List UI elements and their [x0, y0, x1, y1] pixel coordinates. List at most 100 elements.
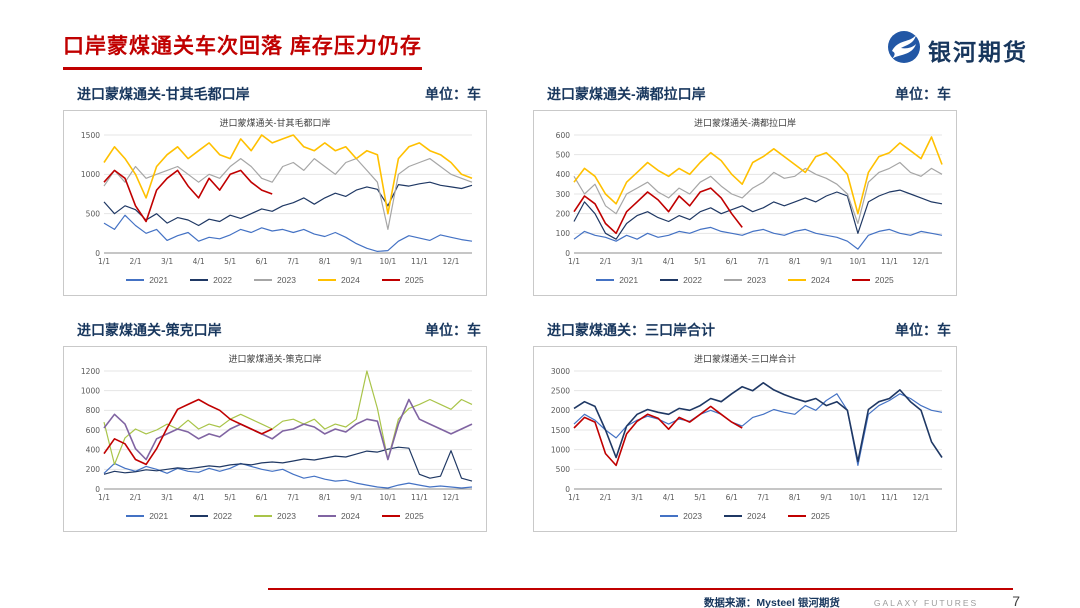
- legend-item-2025: 2025: [851, 275, 894, 285]
- chart-panel-mandula: 进口蒙煤通关-满都拉口岸 单位：车 进口蒙煤通关-满都拉口岸 0 100 200 300…: [533, 84, 957, 296]
- svg-text:11/1: 11/1: [411, 493, 428, 502]
- svg-text:1200: 1200: [81, 367, 100, 376]
- svg-text:4/1: 4/1: [193, 493, 205, 502]
- legend-item-2021: 2021: [126, 511, 168, 521]
- svg-text:5/1: 5/1: [694, 257, 706, 266]
- svg-text:6/1: 6/1: [726, 257, 738, 266]
- svg-text:8/1: 8/1: [789, 493, 801, 502]
- chart-panel-three-ports-total: 进口蒙煤通关：三口岸合计 单位：车 进口蒙煤通关-三口岸合计 0 500 1000 15…: [533, 320, 957, 532]
- panel-header: 进口蒙煤通关-甘其毛都口岸 单位：车: [63, 84, 487, 110]
- legend-label: 2024: [810, 275, 830, 285]
- chart-svg: 0 100 200 300 400 500 600 1/1 2/1 3/1 4/1 5/1 6/1 7/1…: [556, 131, 943, 266]
- data-source-text: 数据来源：Mysteel 银河期货: [703, 597, 840, 608]
- svg-text:600: 600: [86, 426, 101, 435]
- svg-text:4/1: 4/1: [663, 493, 675, 502]
- svg-text:1/1: 1/1: [568, 257, 580, 266]
- legend-swatch: [787, 515, 806, 517]
- chart-legend: 2021 2022 2023 2024 2025: [68, 511, 482, 521]
- svg-text:5/1: 5/1: [224, 257, 236, 266]
- svg-text:500: 500: [556, 465, 571, 474]
- svg-text:3/1: 3/1: [631, 493, 643, 502]
- chart-svg: 0 500 1000 1500 2000 2500 3000 1/1 2/1 3/1 4/1 5/1 6…: [551, 367, 943, 502]
- svg-text:300: 300: [556, 190, 571, 199]
- footer-divider: [268, 588, 1013, 590]
- series-line-2025: [103, 169, 273, 223]
- svg-text:11/1: 11/1: [411, 257, 428, 266]
- svg-text:10/1: 10/1: [849, 257, 866, 266]
- chart-legend: 2021 2022 2023 2024 2025: [538, 275, 952, 285]
- svg-text:0: 0: [565, 249, 570, 258]
- chart-inner-title: 进口蒙煤通关-策克口岸: [228, 354, 322, 364]
- series-line-2022: [103, 446, 473, 482]
- series-line-2024: [573, 382, 943, 463]
- chart-inner-title: 进口蒙煤通关-三口岸合计: [694, 354, 796, 364]
- legend-item-2025: 2025: [381, 275, 424, 285]
- svg-text:1/1: 1/1: [568, 493, 580, 502]
- logo-text: 银河期货: [928, 38, 1028, 65]
- legend-label: 2022: [683, 275, 703, 285]
- legend-swatch: [254, 515, 273, 517]
- svg-text:7/1: 7/1: [287, 257, 299, 266]
- legend-label: 2025: [404, 275, 424, 285]
- svg-text:2000: 2000: [551, 406, 570, 415]
- svg-text:1500: 1500: [81, 131, 100, 140]
- legend-label: 2023: [747, 275, 766, 285]
- series-line-2025: [103, 398, 273, 466]
- svg-text:2/1: 2/1: [130, 257, 142, 266]
- legend-item-2024: 2024: [317, 511, 360, 521]
- svg-text:11/1: 11/1: [881, 257, 898, 266]
- legend-label: 2022: [213, 275, 233, 285]
- series-line-2023: [103, 158, 473, 230]
- page-number: 7: [1012, 593, 1020, 608]
- legend-label: 2025: [810, 511, 830, 521]
- legend-label: 2021: [149, 511, 169, 521]
- charts-grid: 进口蒙煤通关-甘其毛都口岸 单位：车 进口蒙煤通关-甘其毛都口岸 0 500 1000…: [63, 84, 957, 532]
- svg-text:7/1: 7/1: [757, 493, 769, 502]
- series-line-2024: [573, 136, 943, 215]
- svg-text:10/1: 10/1: [379, 493, 396, 502]
- svg-text:9/1: 9/1: [820, 493, 832, 502]
- legend-swatch: [126, 279, 145, 281]
- legend-swatch: [190, 279, 209, 281]
- svg-text:10/1: 10/1: [379, 257, 396, 266]
- legend-label: 2023: [683, 511, 703, 521]
- chart-svg: 0 200 400 600 800 1000 1200 1/1 2/1 3/1 4/1 5/1 6/1 7…: [81, 367, 473, 502]
- legend-label: 2023: [277, 511, 296, 521]
- series-line-2023: [573, 161, 943, 225]
- chart-inner-title: 进口蒙煤通关-甘其毛都口岸: [219, 118, 331, 128]
- legend-item-2022: 2022: [190, 511, 232, 521]
- brand-text: GALAXY FUTURES: [873, 598, 979, 608]
- legend-label: 2022: [213, 511, 233, 521]
- svg-text:500: 500: [556, 150, 571, 159]
- legend-swatch: [596, 279, 615, 281]
- svg-text:600: 600: [556, 131, 571, 140]
- chart-mandula: 进口蒙煤通关-满都拉口岸 0 100 200 300 400 500 600 1/1 2/1 3/1…: [533, 110, 957, 296]
- panel-title: 进口蒙煤通关-满都拉口岸: [547, 86, 706, 102]
- svg-text:10/1: 10/1: [849, 493, 866, 502]
- svg-text:2/1: 2/1: [600, 493, 612, 502]
- legend-item-2023: 2023: [724, 275, 766, 285]
- svg-text:2/1: 2/1: [130, 493, 142, 502]
- series-line-2021: [103, 214, 473, 252]
- footer: 数据来源：Mysteel 银河期货 GALAXY FUTURES 7: [704, 593, 1020, 608]
- legend-label: 2021: [619, 275, 639, 285]
- legend-label: 2025: [874, 275, 894, 285]
- legend-item-2022: 2022: [190, 275, 232, 285]
- svg-text:7/1: 7/1: [757, 257, 769, 266]
- svg-text:8/1: 8/1: [319, 493, 331, 502]
- legend-item-2021: 2021: [126, 275, 168, 285]
- svg-text:12/1: 12/1: [913, 493, 930, 502]
- legend-item-2024: 2024: [317, 275, 360, 285]
- series-line-2021: [573, 226, 943, 250]
- chart-legend: 2023 2024 2025: [538, 511, 952, 521]
- svg-text:12/1: 12/1: [913, 257, 930, 266]
- svg-text:500: 500: [86, 209, 101, 218]
- svg-text:2500: 2500: [551, 386, 570, 395]
- svg-text:6/1: 6/1: [256, 257, 268, 266]
- legend-swatch: [851, 279, 870, 281]
- legend-swatch: [317, 515, 336, 517]
- svg-text:9/1: 9/1: [820, 257, 832, 266]
- svg-text:7/1: 7/1: [287, 493, 299, 502]
- svg-text:5/1: 5/1: [224, 493, 236, 502]
